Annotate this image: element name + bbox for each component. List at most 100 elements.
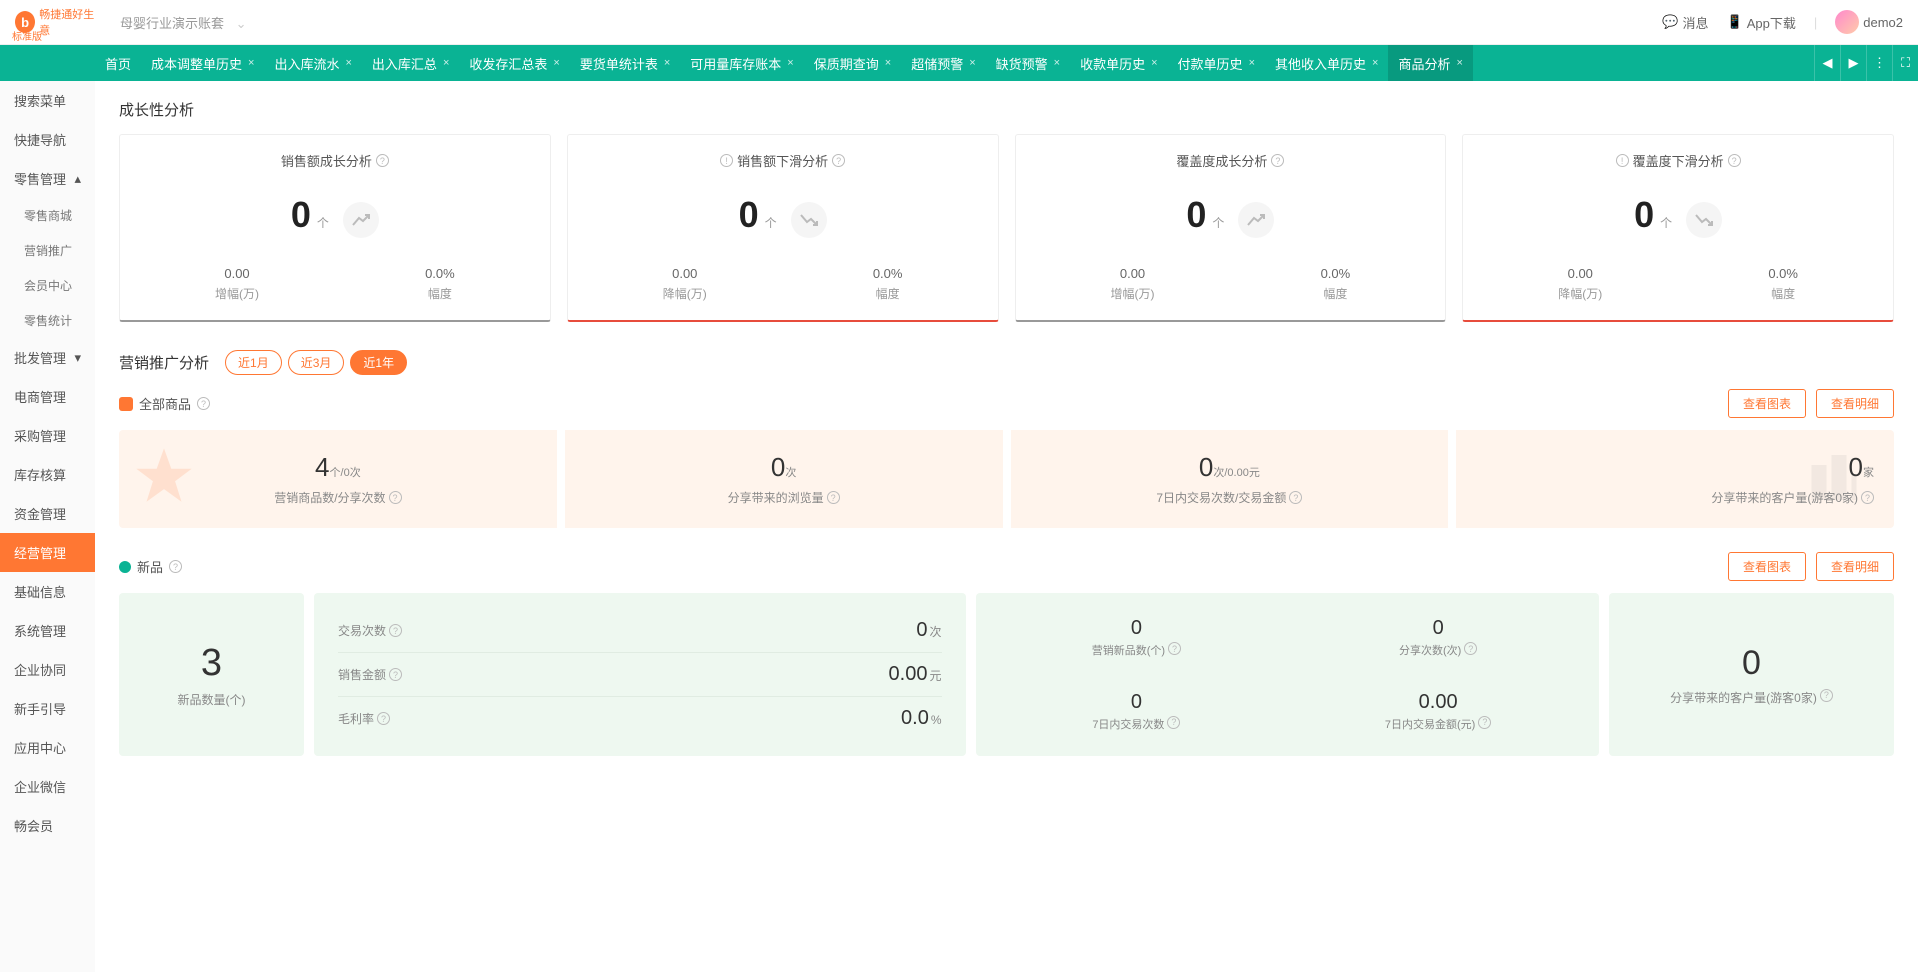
info-icon[interactable]: ? (169, 560, 182, 573)
all-goods-label: 全部商品 ? (119, 394, 210, 413)
info-icon[interactable]: ? (1168, 642, 1181, 655)
info-icon[interactable]: ? (197, 397, 210, 410)
sidebar: 搜索菜单 快捷导航 零售管理▴ 零售商城营销推广会员中心零售统计 批发管理▾电商… (0, 81, 95, 972)
tab-item[interactable]: 可用量库存账本× (680, 45, 803, 81)
time-range-pill[interactable]: 近1年 (350, 350, 407, 375)
sidebar-item[interactable]: 企业协同 (0, 650, 95, 689)
sidebar-sub-item[interactable]: 零售商城 (0, 198, 95, 233)
star-bg-icon (129, 443, 199, 516)
info-icon[interactable]: ? (389, 668, 402, 681)
view-detail-button[interactable]: 查看明细 (1816, 552, 1894, 581)
tab-item[interactable]: 其他收入单历史× (1265, 45, 1388, 81)
stat-cell: 0次分享带来的浏览量? (565, 430, 1003, 528)
tabs-scroll-right[interactable]: ▶ (1840, 45, 1866, 81)
close-icon[interactable]: × (885, 57, 891, 69)
tabs-scroll-left[interactable]: ◀ (1814, 45, 1840, 81)
info-icon[interactable]: ? (827, 491, 840, 504)
close-icon[interactable]: × (345, 57, 351, 69)
stat-cell: 0次/0.00元7日内交易次数/交易金额? (1011, 430, 1449, 528)
info-icon[interactable]: ? (1820, 689, 1833, 702)
info-icon[interactable]: ? (1289, 491, 1302, 504)
stat-item: 0营销新品数(个)? (986, 617, 1288, 658)
tab-item[interactable]: 保质期查询× (804, 45, 901, 81)
sidebar-item[interactable]: 畅会员 (0, 806, 95, 845)
view-detail-button[interactable]: 查看明细 (1816, 389, 1894, 418)
sidebar-item[interactable]: 库存核算 (0, 455, 95, 494)
caret-up-icon: ▴ (74, 171, 81, 187)
info-icon[interactable]: ? (1167, 716, 1180, 729)
sidebar-item[interactable]: 企业微信 (0, 767, 95, 806)
close-icon[interactable]: × (1151, 57, 1157, 69)
info-icon[interactable]: ? (1464, 642, 1477, 655)
sidebar-item[interactable]: 采购管理 (0, 416, 95, 455)
section-growth-title: 成长性分析 (119, 99, 1894, 120)
sidebar-quick-nav[interactable]: 快捷导航 (0, 120, 95, 159)
tabs-menu[interactable]: ⋮ (1866, 45, 1892, 81)
tab-item[interactable]: 出入库汇总× (362, 45, 459, 81)
tab-home[interactable]: 首页 (95, 45, 141, 81)
sidebar-item[interactable]: 应用中心 (0, 728, 95, 767)
app-download-link[interactable]: 📱App下载 (1727, 13, 1796, 32)
trend-icon (343, 202, 379, 238)
info-icon[interactable]: ? (389, 624, 402, 637)
tab-item[interactable]: 成本调整单历史× (141, 45, 264, 81)
time-range-pill[interactable]: 近1月 (225, 350, 282, 375)
new-goods-share-customers: 0 分享带来的客户量(游客0家)? (1609, 593, 1894, 756)
sidebar-item[interactable]: 新手引导 (0, 689, 95, 728)
sidebar-retail[interactable]: 零售管理▴ (0, 159, 95, 198)
info-icon[interactable]: ? (1728, 154, 1741, 167)
account-selector[interactable]: 母婴行业演示账套 ⌄ (120, 13, 1662, 32)
sidebar-item[interactable]: 资金管理 (0, 494, 95, 533)
tab-item[interactable]: 收款单历史× (1070, 45, 1167, 81)
tab-item[interactable]: 缺货预警× (986, 45, 1070, 81)
growth-card[interactable]: 销售额成长分析 ? 0个 0.00增幅(万) 0.0%幅度 (119, 134, 551, 322)
tabs-bar: 首页 成本调整单历史×出入库流水×出入库汇总×收发存汇总表×要货单统计表×可用量… (0, 45, 1918, 81)
stat-cell: 4个/0次营销商品数/分享次数? (119, 430, 557, 528)
time-range-pill[interactable]: 近3月 (288, 350, 345, 375)
caret-down-icon: ▾ (74, 350, 81, 366)
user-menu[interactable]: demo2 (1835, 10, 1903, 34)
sidebar-sub-item[interactable]: 营销推广 (0, 233, 95, 268)
close-icon[interactable]: × (1249, 57, 1255, 69)
tab-item[interactable]: 出入库流水× (264, 45, 361, 81)
info-icon[interactable]: ? (376, 154, 389, 167)
sidebar-sub-item[interactable]: 会员中心 (0, 268, 95, 303)
orange-badge-icon (119, 397, 133, 411)
view-chart-button[interactable]: 查看图表 (1728, 389, 1806, 418)
info-icon[interactable]: ? (1478, 716, 1491, 729)
close-icon[interactable]: × (1456, 57, 1462, 69)
tabs-fullscreen[interactable]: ⛶ (1892, 45, 1918, 81)
sidebar-sub-item[interactable]: 零售统计 (0, 303, 95, 338)
close-icon[interactable]: × (443, 57, 449, 69)
sidebar-item[interactable]: 经营管理 (0, 533, 95, 572)
view-chart-button[interactable]: 查看图表 (1728, 552, 1806, 581)
close-icon[interactable]: × (664, 57, 670, 69)
tab-item[interactable]: 超储预警× (901, 45, 985, 81)
info-icon[interactable]: ? (832, 154, 845, 167)
sidebar-item[interactable]: 系统管理 (0, 611, 95, 650)
logo-text: 畅捷通好生意 (39, 6, 100, 38)
tab-item[interactable]: 付款单历史× (1168, 45, 1265, 81)
info-icon[interactable]: ? (1271, 154, 1284, 167)
kv-row: 毛利率?0.0% (338, 697, 942, 740)
growth-card[interactable]: ! 覆盖度下滑分析 ? 0个 0.00降幅(万) 0.0%幅度 (1462, 134, 1894, 322)
close-icon[interactable]: × (1054, 57, 1060, 69)
close-icon[interactable]: × (248, 57, 254, 69)
info-icon[interactable]: ? (389, 491, 402, 504)
trend-icon (1686, 202, 1722, 238)
close-icon[interactable]: × (1372, 57, 1378, 69)
info-icon[interactable]: ? (377, 712, 390, 725)
tab-item[interactable]: 要货单统计表× (570, 45, 680, 81)
sidebar-item[interactable]: 电商管理 (0, 377, 95, 416)
sidebar-item[interactable]: 基础信息 (0, 572, 95, 611)
close-icon[interactable]: × (553, 57, 559, 69)
sidebar-item[interactable]: 批发管理▾ (0, 338, 95, 377)
growth-card[interactable]: ! 销售额下滑分析 ? 0个 0.00降幅(万) 0.0%幅度 (567, 134, 999, 322)
close-icon[interactable]: × (787, 57, 793, 69)
messages-link[interactable]: 💬消息 (1662, 13, 1708, 32)
tab-item[interactable]: 商品分析× (1388, 45, 1472, 81)
sidebar-search[interactable]: 搜索菜单 (0, 81, 95, 120)
close-icon[interactable]: × (969, 57, 975, 69)
tab-item[interactable]: 收发存汇总表× (459, 45, 569, 81)
growth-card[interactable]: 覆盖度成长分析 ? 0个 0.00增幅(万) 0.0%幅度 (1015, 134, 1447, 322)
